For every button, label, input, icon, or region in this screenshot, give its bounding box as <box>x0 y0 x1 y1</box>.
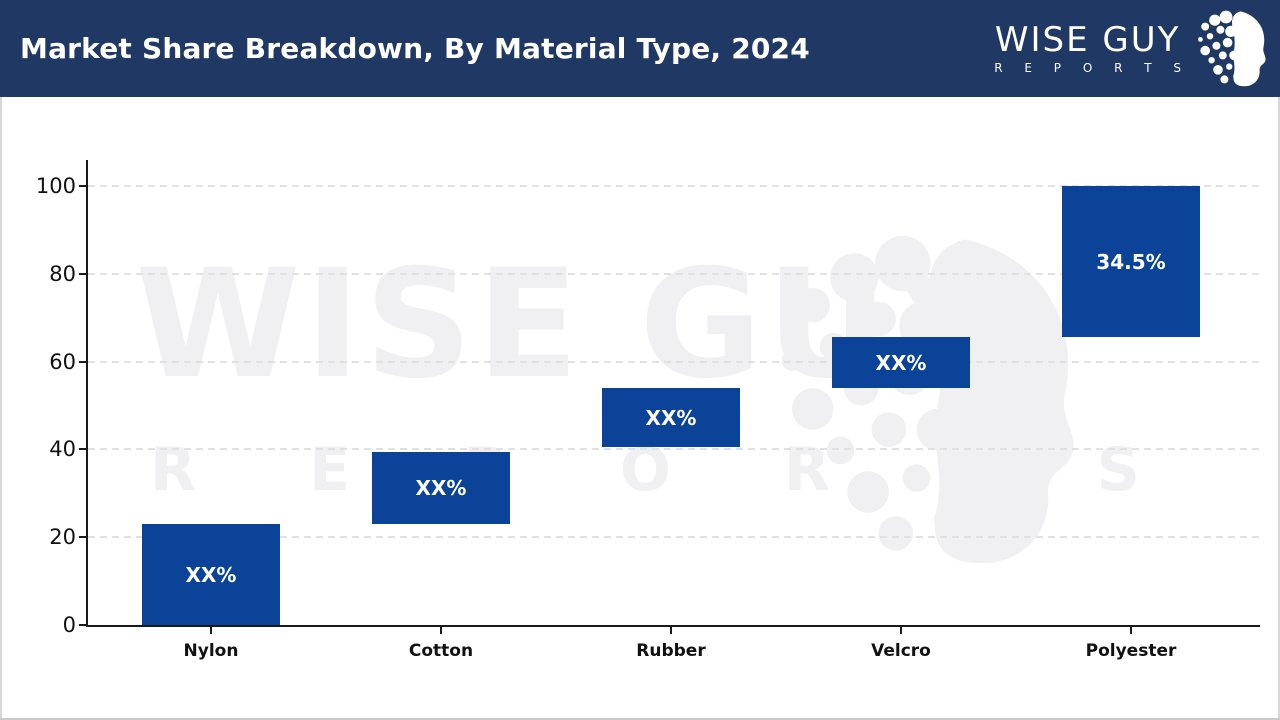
gridline <box>88 448 1260 451</box>
bar-rubber <box>602 387 740 448</box>
y-tick-label: 100 <box>35 174 76 198</box>
bar-value-label: XX% <box>875 350 927 375</box>
bar-chart: WISE GUY R E P O R T S 0 20 40 60 80 100 Nylon… <box>0 97 1280 720</box>
bar-cotton <box>372 451 510 525</box>
y-tick-label: 40 <box>49 437 76 462</box>
gridline <box>88 185 1260 187</box>
dotted-head-icon <box>1194 9 1266 89</box>
x-axis-label: Rubber <box>636 641 706 661</box>
x-axis-label: Cotton <box>408 641 474 661</box>
x-axis <box>86 625 1260 627</box>
watermark-head-icon <box>764 229 1076 575</box>
logo-wordmark: WISE GUY <box>994 19 1181 60</box>
x-tick-mark <box>210 627 212 634</box>
y-tick-label: 80 <box>49 261 76 286</box>
x-tick-mark <box>670 627 672 634</box>
brand-logo-text: WISE GUY R E P O R T S <box>985 22 1190 76</box>
y-tick-mark <box>79 272 86 275</box>
bar-value-label: 34.5% <box>1096 249 1166 274</box>
x-axis-label: Velcro <box>871 641 931 661</box>
y-tick-label: 60 <box>49 349 76 374</box>
x-tick-mark <box>1130 627 1132 634</box>
gridline <box>88 360 1260 363</box>
x-axis-label: Nylon <box>183 641 239 661</box>
y-tick-mark <box>79 536 86 539</box>
y-tick-mark <box>79 185 86 187</box>
x-tick-mark <box>440 627 442 634</box>
bar-value-label: XX% <box>185 562 237 587</box>
gridline <box>88 272 1260 275</box>
y-axis <box>86 160 88 627</box>
x-tick-mark <box>900 627 902 634</box>
y-tick-mark <box>79 448 86 451</box>
y-tick-label: 20 <box>49 525 76 550</box>
bar-velcro <box>832 337 970 388</box>
bar-polyester <box>1062 186 1200 338</box>
y-tick-mark <box>79 624 86 626</box>
page-border-right <box>1278 97 1280 720</box>
header: Market Share Breakdown, By Material Type… <box>0 0 1280 97</box>
brand-logo: WISE GUY R E P O R T S <box>985 9 1266 89</box>
bar-value-label: XX% <box>645 405 697 430</box>
page-title: Market Share Breakdown, By Material Type… <box>20 32 810 65</box>
bar-value-label: XX% <box>415 475 467 500</box>
y-tick-mark <box>79 360 86 363</box>
logo-subtext: R E P O R T S <box>994 60 1190 75</box>
x-axis-label: Polyester <box>1085 641 1177 661</box>
page-border-bottom <box>0 718 1280 720</box>
y-tick-label: 0 <box>62 613 76 637</box>
gridline <box>88 536 1260 539</box>
bar-nylon <box>142 524 280 625</box>
page-border-left <box>0 97 2 720</box>
